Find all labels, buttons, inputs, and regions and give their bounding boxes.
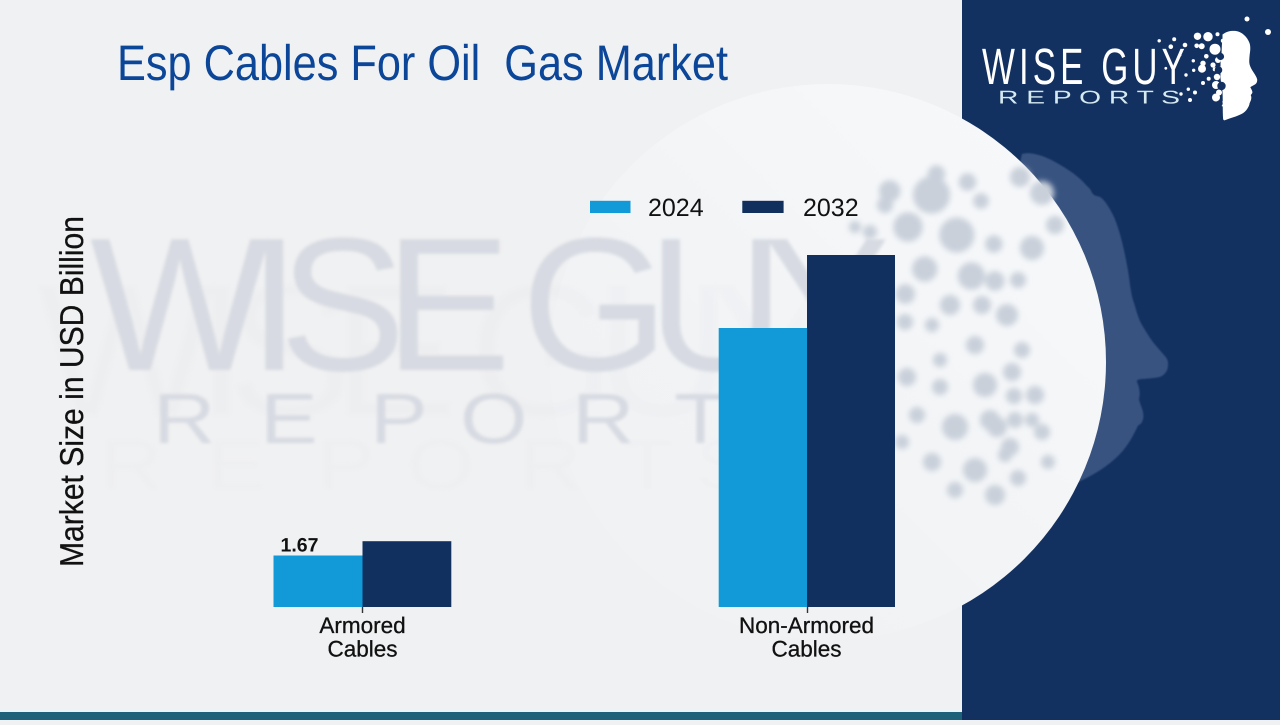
- svg-text:2024: 2024: [648, 194, 704, 222]
- svg-text:Cables: Cables: [327, 637, 397, 662]
- svg-text:Market Size in USD Billion: Market Size in USD Billion: [53, 216, 90, 567]
- svg-text:WISE GUY: WISE GUY: [982, 38, 1189, 95]
- svg-text:WISE GUY: WISE GUY: [37, 245, 837, 457]
- svg-text:R E P O R T S: R E P O R T S: [998, 87, 1180, 108]
- svg-text:Non-Armored: Non-Armored: [739, 613, 874, 638]
- svg-text:1.67: 1.67: [281, 534, 319, 556]
- svg-text:Cables: Cables: [771, 637, 841, 662]
- svg-text:2032: 2032: [803, 194, 859, 222]
- svg-text:Armored: Armored: [319, 613, 405, 638]
- svg-text:Esp Cables For Oil Gas Market: Esp Cables For Oil Gas Market: [117, 35, 728, 91]
